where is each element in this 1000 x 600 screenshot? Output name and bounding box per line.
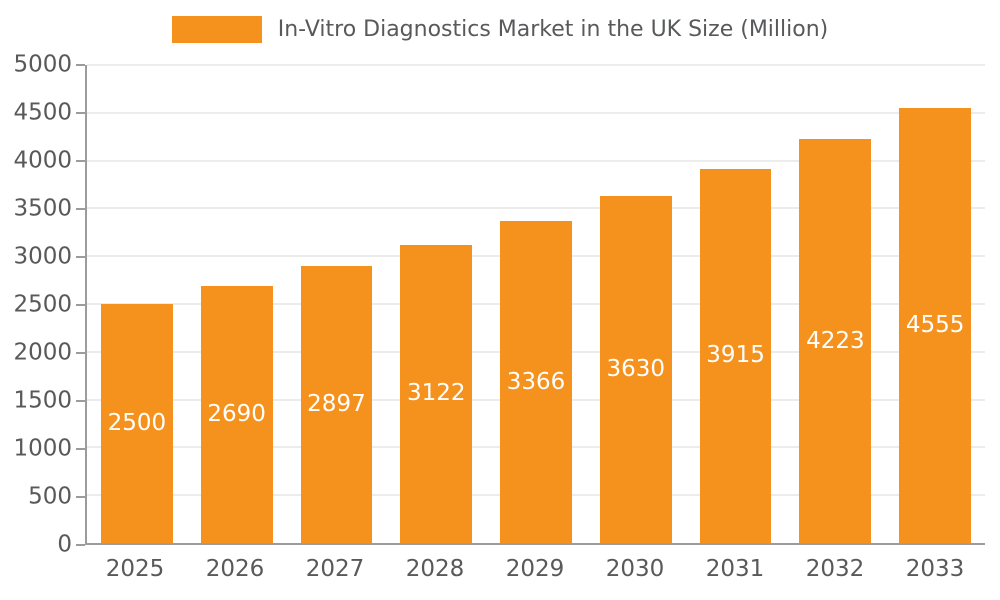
bar: 3630 — [599, 195, 672, 543]
bar-band: 4555 — [885, 65, 985, 543]
y-axis-ticks — [76, 64, 85, 546]
y-axis-tick — [76, 496, 85, 498]
y-axis-tick-label: 2500 — [13, 291, 72, 318]
x-axis-tick-label: 2031 — [705, 556, 765, 582]
x-axis-tick-label: 2025 — [105, 556, 165, 582]
gridline — [87, 207, 985, 209]
gridline — [87, 160, 985, 162]
bar: 2897 — [300, 266, 373, 543]
bar: 2500 — [100, 304, 173, 543]
y-axis-tick-label: 3000 — [13, 243, 72, 270]
y-axis-tick — [76, 544, 85, 546]
y-axis-tick-label: 4500 — [13, 99, 72, 126]
y-axis-tick-label: 4000 — [13, 147, 72, 174]
bar: 4555 — [899, 107, 972, 543]
bar-band: 3630 — [586, 65, 686, 543]
bar: 3915 — [699, 168, 772, 543]
x-axis-tick-label: 2027 — [305, 556, 365, 582]
bar-band: 2690 — [187, 65, 287, 543]
bar-value-label: 4223 — [806, 327, 865, 354]
x-axis-tick-label: 2032 — [805, 556, 865, 582]
bar: 3122 — [400, 244, 473, 543]
y-axis-tick — [76, 256, 85, 258]
bar-band: 3122 — [386, 65, 486, 543]
y-axis-tick — [76, 160, 85, 162]
bar-value-label: 3630 — [606, 355, 666, 382]
bar-band: 3366 — [486, 65, 586, 543]
bar-band: 3915 — [686, 65, 786, 543]
x-axis-tick-label: 2033 — [905, 556, 965, 582]
x-axis-tick-label: 2026 — [205, 556, 265, 582]
bar-value-label: 3122 — [406, 380, 466, 407]
bar-band: 4223 — [785, 65, 885, 543]
gridline — [87, 64, 985, 66]
chart-legend: In-Vitro Diagnostics Market in the UK Si… — [0, 13, 1000, 45]
bar: 2690 — [200, 285, 273, 543]
y-axis-tick — [76, 64, 85, 66]
legend-label: In-Vitro Diagnostics Market in the UK Si… — [277, 16, 829, 42]
y-axis-tick-label: 2000 — [13, 339, 72, 366]
bar-value-label: 3915 — [706, 342, 765, 369]
bar-value-label: 3366 — [506, 368, 566, 395]
bar: 4223 — [799, 139, 872, 543]
bar: 3366 — [500, 221, 572, 543]
x-axis-labels: 2025 2026 2027 2028 2029 2030 2031 2032 2033 — [85, 556, 985, 588]
y-axis-tick — [76, 304, 85, 306]
gridline — [87, 112, 985, 114]
bars: 2500 2690 2897 3122 3366 3630 3915 4223 4555 — [87, 65, 985, 543]
bar-band: 2897 — [287, 65, 387, 543]
y-axis-tick — [76, 208, 85, 210]
x-axis-tick-label: 2030 — [605, 556, 665, 582]
y-axis-tick-label: 1500 — [13, 387, 72, 414]
y-axis-tick-label: 0 — [57, 531, 72, 558]
bar-band: 2500 — [87, 65, 187, 543]
bar-value-label: 2690 — [207, 400, 266, 427]
bar-value-label: 2500 — [107, 410, 167, 436]
y-axis-tick — [76, 352, 85, 354]
y-axis-tick-label: 5000 — [13, 51, 72, 78]
y-axis-tick — [76, 400, 85, 402]
bar-value-label: 2897 — [307, 391, 366, 418]
x-axis-tick-label: 2028 — [405, 556, 465, 582]
y-axis-tick — [76, 112, 85, 114]
y-axis-tick-label: 1000 — [13, 435, 72, 462]
y-axis-labels: 0 500 1000 1500 2000 2500 3000 3500 4000 4500 5000 — [0, 53, 72, 556]
x-axis-tick-label: 2029 — [505, 556, 565, 582]
y-axis-tick-label: 3500 — [13, 195, 72, 222]
bar-value-label: 4555 — [905, 311, 965, 338]
legend-swatch — [171, 15, 262, 43]
y-axis-tick-label: 500 — [28, 483, 72, 510]
y-axis-tick — [76, 448, 85, 450]
